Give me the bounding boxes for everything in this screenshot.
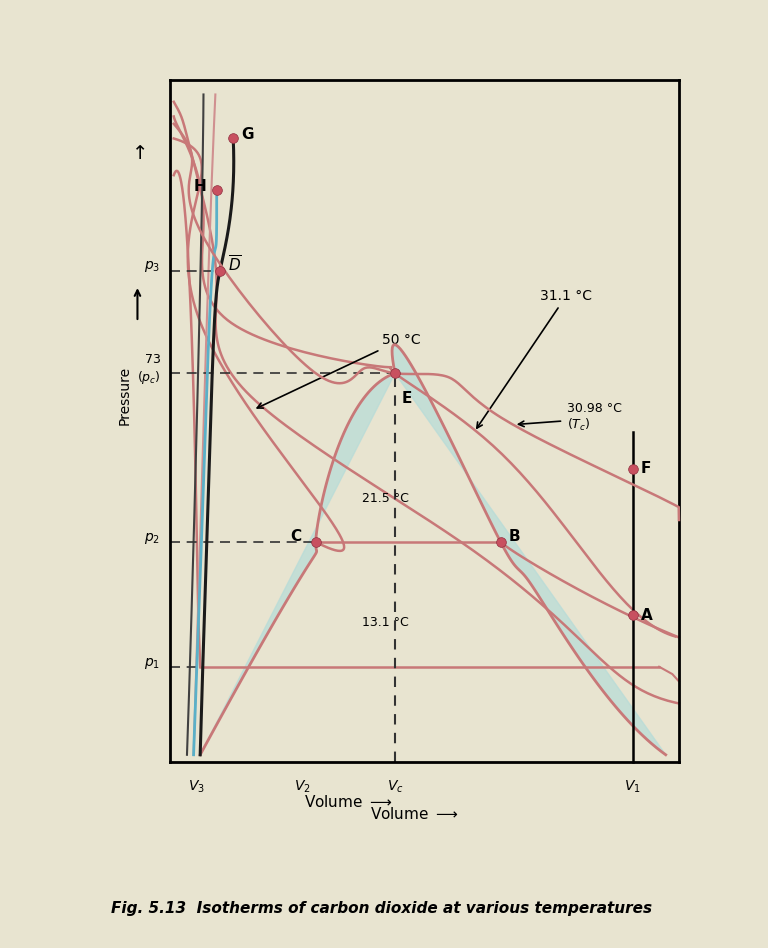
Text: $V_c$: $V_c$	[386, 778, 403, 794]
Text: G: G	[241, 127, 253, 142]
Text: H: H	[194, 178, 207, 193]
Text: Fig. 5.13  Isotherms of carbon dioxide at various temperatures: Fig. 5.13 Isotherms of carbon dioxide at…	[111, 902, 652, 917]
Text: $p_2$: $p_2$	[144, 531, 161, 546]
Text: 21.5 °C: 21.5 °C	[362, 492, 409, 504]
Text: 50 °C: 50 °C	[257, 333, 420, 408]
Text: $V_3$: $V_3$	[188, 778, 205, 794]
Text: $V_2$: $V_2$	[294, 778, 311, 794]
Text: Volume $\longrightarrow$: Volume $\longrightarrow$	[304, 794, 393, 811]
Text: E: E	[402, 392, 412, 407]
Text: F: F	[641, 461, 651, 476]
Polygon shape	[200, 345, 666, 755]
Text: Pressure: Pressure	[118, 366, 131, 425]
Text: $p_3$: $p_3$	[144, 260, 161, 274]
Text: B: B	[508, 529, 520, 543]
Text: 73
$(p_c)$: 73 $(p_c)$	[137, 354, 161, 386]
Text: 30.98 °C
$(T_c)$: 30.98 °C $(T_c)$	[567, 402, 621, 433]
Text: $\uparrow$: $\uparrow$	[128, 144, 147, 163]
Text: $p_1$: $p_1$	[144, 656, 161, 670]
Text: $\overline{D}$: $\overline{D}$	[228, 255, 242, 275]
Text: 31.1 °C: 31.1 °C	[477, 289, 592, 428]
Text: 13.1 °C: 13.1 °C	[362, 616, 409, 629]
Text: $V_1$: $V_1$	[624, 778, 641, 794]
Text: A: A	[641, 608, 652, 623]
Text: Volume $\longrightarrow$: Volume $\longrightarrow$	[370, 806, 459, 822]
Text: C: C	[290, 529, 302, 543]
